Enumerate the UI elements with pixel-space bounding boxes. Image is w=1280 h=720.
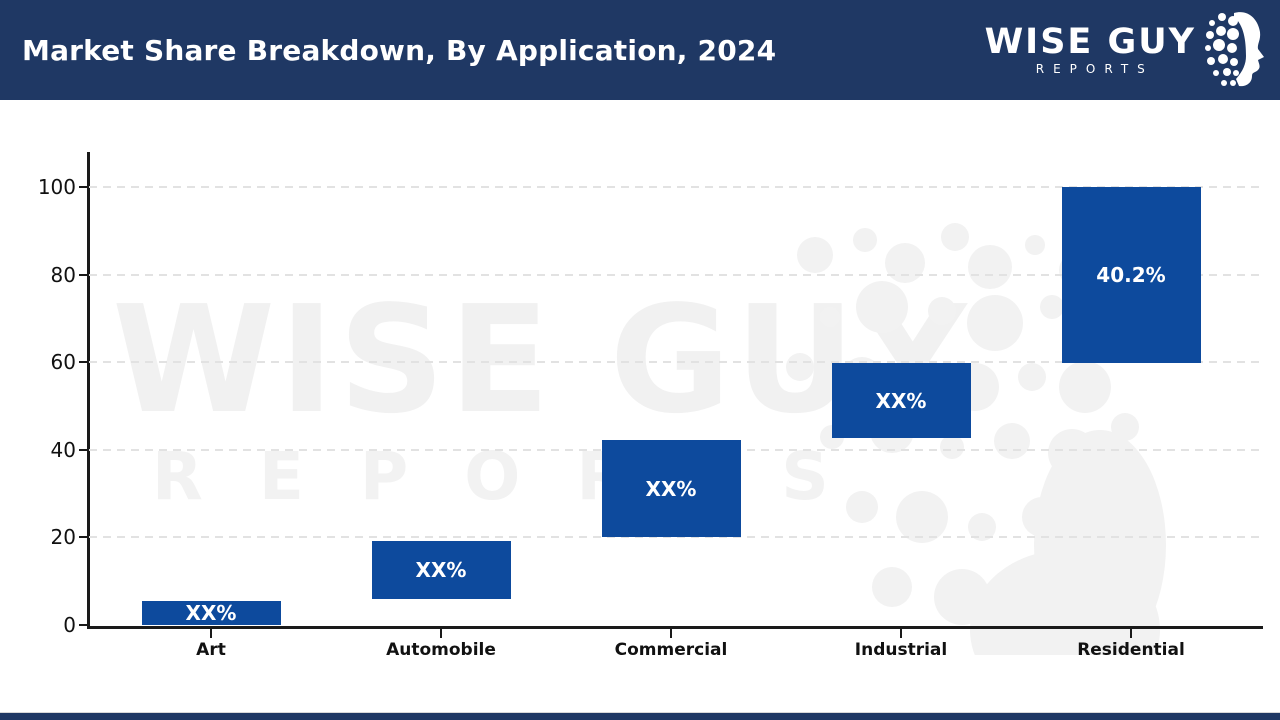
y-axis-line bbox=[87, 152, 90, 629]
gridline bbox=[89, 273, 1262, 276]
bar-industrial: XX% bbox=[831, 363, 971, 438]
x-tick-mark bbox=[210, 629, 212, 638]
bar-value-label: XX% bbox=[185, 600, 237, 625]
x-tick-label: Commercial bbox=[614, 640, 728, 660]
header-bar: Market Share Breakdown, By Application, … bbox=[0, 0, 1280, 100]
bar-value-label: XX% bbox=[875, 388, 927, 413]
gridline bbox=[89, 536, 1262, 539]
bar-commercial: XX% bbox=[601, 439, 741, 538]
y-tick-label: 40 bbox=[50, 437, 76, 462]
y-tick-label: 0 bbox=[63, 613, 76, 637]
y-tick-mark bbox=[79, 186, 88, 189]
bar-value-label: 40.2% bbox=[1096, 262, 1166, 287]
bar-value-label: XX% bbox=[415, 558, 467, 583]
x-tick-label: Industrial bbox=[854, 640, 948, 660]
y-tick-label: 100 bbox=[37, 175, 76, 200]
dotted-head-profile-icon bbox=[1205, 12, 1264, 87]
bar-residential: 40.2% bbox=[1061, 187, 1201, 363]
wise-guy-reports-logo: WISE GUY REPORTS bbox=[985, 7, 1280, 93]
logo-text: WISE GUY REPORTS bbox=[984, 22, 1196, 76]
x-tick-mark bbox=[1130, 629, 1132, 638]
y-tick-mark bbox=[79, 448, 88, 451]
x-tick-mark bbox=[900, 629, 902, 638]
x-tick-label: Residential bbox=[1077, 640, 1185, 660]
footer-bar bbox=[0, 712, 1280, 720]
x-tick-mark bbox=[670, 629, 672, 638]
x-tick-label: Automobile bbox=[386, 640, 496, 660]
y-tick-mark bbox=[79, 624, 88, 626]
x-axis-line bbox=[87, 626, 1263, 629]
logo-wordmark: WISE GUY bbox=[984, 22, 1196, 62]
bar-automobile: XX% bbox=[371, 540, 511, 600]
y-tick-mark bbox=[79, 536, 88, 539]
logo-subtitle: REPORTS bbox=[1035, 62, 1154, 76]
gridline bbox=[89, 186, 1262, 189]
y-tick-label: 80 bbox=[50, 262, 76, 287]
page-title: Market Share Breakdown, By Application, … bbox=[22, 33, 777, 67]
x-tick-mark bbox=[440, 629, 442, 638]
y-tick-mark bbox=[79, 361, 88, 364]
y-tick-label: 60 bbox=[50, 350, 76, 375]
bar-art: XX% bbox=[141, 600, 281, 625]
gridline bbox=[89, 361, 1262, 364]
y-tick-label: 20 bbox=[50, 525, 76, 550]
y-tick-mark bbox=[79, 273, 88, 276]
bar-value-label: XX% bbox=[645, 476, 697, 501]
x-tick-label: Art bbox=[196, 640, 226, 660]
